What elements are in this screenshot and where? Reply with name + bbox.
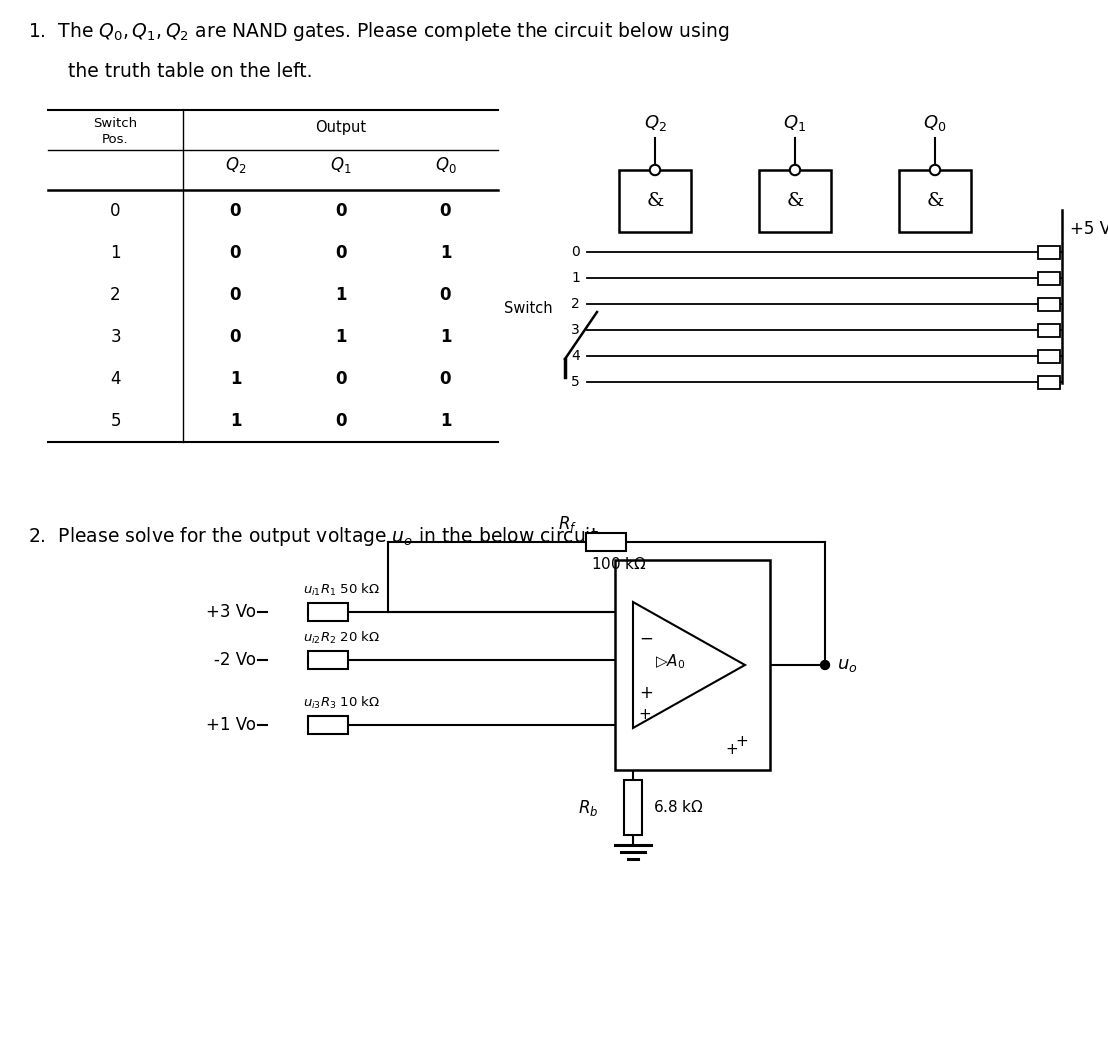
Bar	[1038, 324, 1060, 337]
Text: 4: 4	[111, 370, 121, 388]
Bar	[624, 780, 642, 835]
Text: 1: 1	[110, 244, 121, 262]
Text: $R_f$: $R_f$	[558, 514, 577, 534]
Bar	[308, 716, 348, 734]
Text: $+$: $+$	[638, 707, 652, 723]
Text: $u_{i1}$: $u_{i1}$	[302, 584, 321, 598]
Text: 1: 1	[440, 244, 451, 262]
Text: $Q_1$: $Q_1$	[330, 155, 351, 175]
Bar	[308, 603, 348, 621]
Text: 1: 1	[571, 271, 579, 285]
Bar	[1038, 376, 1060, 388]
Bar	[1038, 349, 1060, 363]
Text: 2: 2	[110, 286, 121, 304]
Text: $+$: $+$	[736, 734, 749, 749]
Bar	[619, 170, 691, 232]
Polygon shape	[633, 602, 745, 728]
Text: $u_o$: $u_o$	[837, 656, 858, 674]
Text: $R_1$ 50 k$\Omega$: $R_1$ 50 k$\Omega$	[320, 582, 380, 598]
Text: +1 Vo: +1 Vo	[206, 716, 256, 734]
Text: 2: 2	[571, 298, 579, 311]
Text: 0: 0	[229, 244, 242, 262]
Circle shape	[790, 165, 800, 175]
Text: 0: 0	[111, 202, 121, 220]
Bar	[759, 170, 831, 232]
Text: $u_{i3}$: $u_{i3}$	[302, 698, 321, 711]
Text: -2 Vo: -2 Vo	[214, 651, 256, 669]
Text: $+$: $+$	[639, 684, 653, 702]
Bar	[1038, 298, 1060, 310]
Text: $R_2$ 20 k$\Omega$: $R_2$ 20 k$\Omega$	[320, 630, 380, 646]
Circle shape	[930, 165, 941, 175]
Text: $Q_2$: $Q_2$	[225, 155, 246, 175]
Text: 1: 1	[440, 328, 451, 346]
Text: $Q_0$: $Q_0$	[923, 113, 946, 133]
Text: 3: 3	[110, 328, 121, 346]
Text: Switch
Pos.: Switch Pos.	[93, 117, 137, 147]
Text: 1: 1	[229, 370, 242, 388]
Text: 0: 0	[571, 245, 579, 258]
Text: $R_3$ 10 k$\Omega$: $R_3$ 10 k$\Omega$	[320, 695, 380, 711]
Text: 0: 0	[440, 370, 451, 388]
Text: 0: 0	[440, 202, 451, 220]
Circle shape	[821, 660, 830, 670]
Bar	[1038, 271, 1060, 285]
Text: $Q_0$: $Q_0$	[434, 155, 456, 175]
Text: $+$: $+$	[725, 743, 738, 757]
Text: 0: 0	[335, 370, 346, 388]
Text: $\triangleright A_0$: $\triangleright A_0$	[655, 653, 685, 671]
Text: 1: 1	[229, 413, 242, 430]
Bar	[615, 560, 770, 770]
Text: the truth table on the left.: the truth table on the left.	[68, 62, 312, 81]
Text: 4: 4	[571, 349, 579, 363]
Text: 1.  The $Q_0, Q_1, Q_2$ are NAND gates. Please complete the circuit below using: 1. The $Q_0, Q_1, Q_2$ are NAND gates. P…	[28, 20, 730, 43]
Bar	[586, 533, 626, 551]
Text: &: &	[787, 192, 803, 210]
Text: 0: 0	[229, 328, 242, 346]
Text: +3 Vo: +3 Vo	[206, 603, 256, 621]
Text: Output: Output	[315, 120, 366, 135]
Text: 0: 0	[335, 202, 346, 220]
Text: $Q_2$: $Q_2$	[644, 113, 666, 133]
Text: 1: 1	[335, 328, 346, 346]
Text: Switch: Switch	[504, 301, 553, 316]
Text: 5: 5	[571, 375, 579, 389]
Text: 1: 1	[335, 286, 346, 304]
Text: 100 k$\Omega$: 100 k$\Omega$	[592, 556, 647, 572]
Text: 0: 0	[229, 202, 242, 220]
Text: 3: 3	[571, 323, 579, 337]
Text: 1: 1	[440, 413, 451, 430]
Text: $Q_1$: $Q_1$	[783, 113, 807, 133]
Bar	[1038, 246, 1060, 258]
Text: $u_{i2}$: $u_{i2}$	[302, 633, 321, 646]
Text: 0: 0	[229, 286, 242, 304]
Text: $R_b$: $R_b$	[577, 798, 598, 818]
Text: 0: 0	[335, 244, 346, 262]
Text: &: &	[646, 192, 664, 210]
Text: 6.8 k$\Omega$: 6.8 k$\Omega$	[653, 800, 704, 816]
Text: 2.  Please solve for the output voltage $u_o$ in the below circuit.: 2. Please solve for the output voltage $…	[28, 525, 604, 548]
Text: &: &	[926, 192, 944, 210]
Text: +5 V: +5 V	[1070, 220, 1108, 238]
Circle shape	[649, 165, 660, 175]
Text: 5: 5	[111, 413, 121, 430]
Text: $-$: $-$	[639, 629, 653, 647]
Bar	[308, 651, 348, 669]
Bar	[899, 170, 971, 232]
Text: 0: 0	[335, 413, 346, 430]
Text: 0: 0	[440, 286, 451, 304]
